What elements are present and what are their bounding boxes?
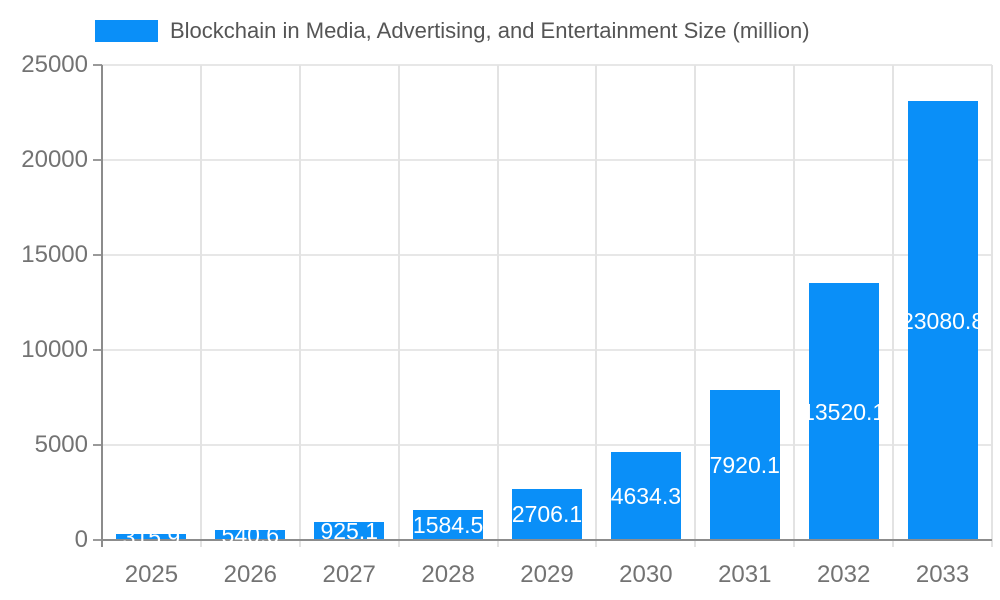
y-gridline [102,444,992,446]
bar [512,488,582,540]
y-gridline [102,159,992,161]
x-gridline [991,65,993,547]
bar-value-label: 23080.8 [900,307,985,334]
legend-title: Blockchain in Media, Advertising, and En… [170,18,810,43]
y-tick-label: 25000 [21,51,88,78]
x-tick-label: 2030 [619,561,673,588]
y-tick-label: 5000 [34,431,88,458]
y-gridline [102,64,992,66]
bar-value-label: 2706.1 [511,501,583,528]
bar-value-label: 925.1 [320,518,378,545]
x-axis-line [102,539,992,541]
y-tick [93,159,102,161]
x-gridline [793,65,796,547]
x-gridline [397,65,400,547]
x-tick-label: 2033 [915,561,970,588]
bar [709,389,780,540]
bar [413,509,484,540]
x-tick-label: 2031 [718,561,772,588]
y-tick [93,64,102,66]
y-tick [93,254,102,256]
y-axis-line [101,65,103,547]
x-tick-label: 2028 [421,561,475,588]
x-gridline [298,65,301,547]
x-tick-label: 2026 [223,561,278,588]
legend-swatch [95,20,158,42]
bar [808,283,879,540]
bar [907,101,978,540]
y-gridline [102,254,992,256]
y-tick [93,349,102,351]
y-gridline [102,349,992,351]
x-gridline [496,65,499,547]
x-gridline [199,65,202,547]
x-gridline [694,65,697,547]
y-tick-label: 0 [74,526,88,553]
y-tick-label: 15000 [21,241,88,268]
y-tick-label: 10000 [21,336,88,363]
bar-value-label: 540.6 [221,521,280,548]
x-gridline [892,65,895,547]
y-tick-label: 20000 [21,146,88,173]
bar [610,451,681,540]
x-tick-label: 2027 [322,561,376,588]
bar [314,522,385,540]
bar [116,533,187,540]
bar [215,529,286,540]
x-tick-label: 2029 [520,561,574,588]
bar-value-label: 4634.3 [610,482,682,509]
bar-value-label: 315.9 [122,523,181,550]
bar-value-label: 1584.5 [412,511,484,538]
x-gridline [595,65,598,547]
bar-value-label: 7920.1 [709,451,780,478]
x-tick-label: 2032 [816,561,871,588]
x-tick-label: 2025 [124,561,179,588]
bar-value-label: 13520.1 [802,398,886,425]
y-tick [93,539,102,541]
y-tick [93,444,102,446]
